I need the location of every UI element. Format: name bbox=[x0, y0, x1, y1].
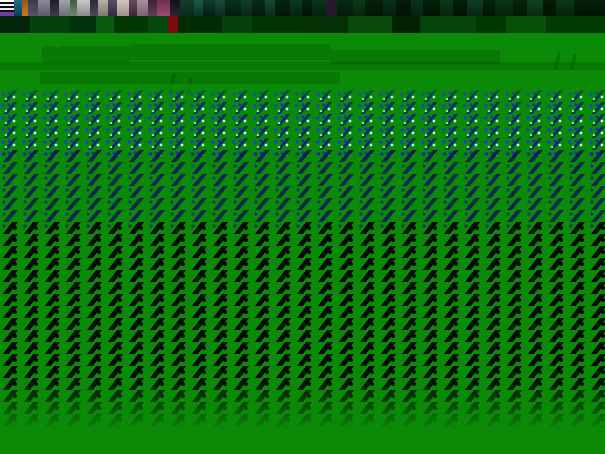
pattern-transition-band bbox=[0, 150, 605, 230]
ghost-block-strip bbox=[0, 62, 605, 70]
ghost-block-panel bbox=[130, 44, 330, 60]
ghost-block-toolbar bbox=[42, 46, 130, 63]
noise-strip bbox=[0, 0, 605, 16]
dark-green-band bbox=[0, 16, 605, 33]
ghost-block-right bbox=[330, 50, 500, 64]
corrupted-window-controls-icon bbox=[0, 0, 14, 16]
pattern-fade-top bbox=[0, 84, 605, 98]
pattern-speckle-band bbox=[0, 90, 605, 156]
ghost-block-lower bbox=[40, 72, 340, 86]
ghost-highlight-speck bbox=[56, 44, 59, 47]
pattern-fade-bottom bbox=[0, 380, 605, 440]
